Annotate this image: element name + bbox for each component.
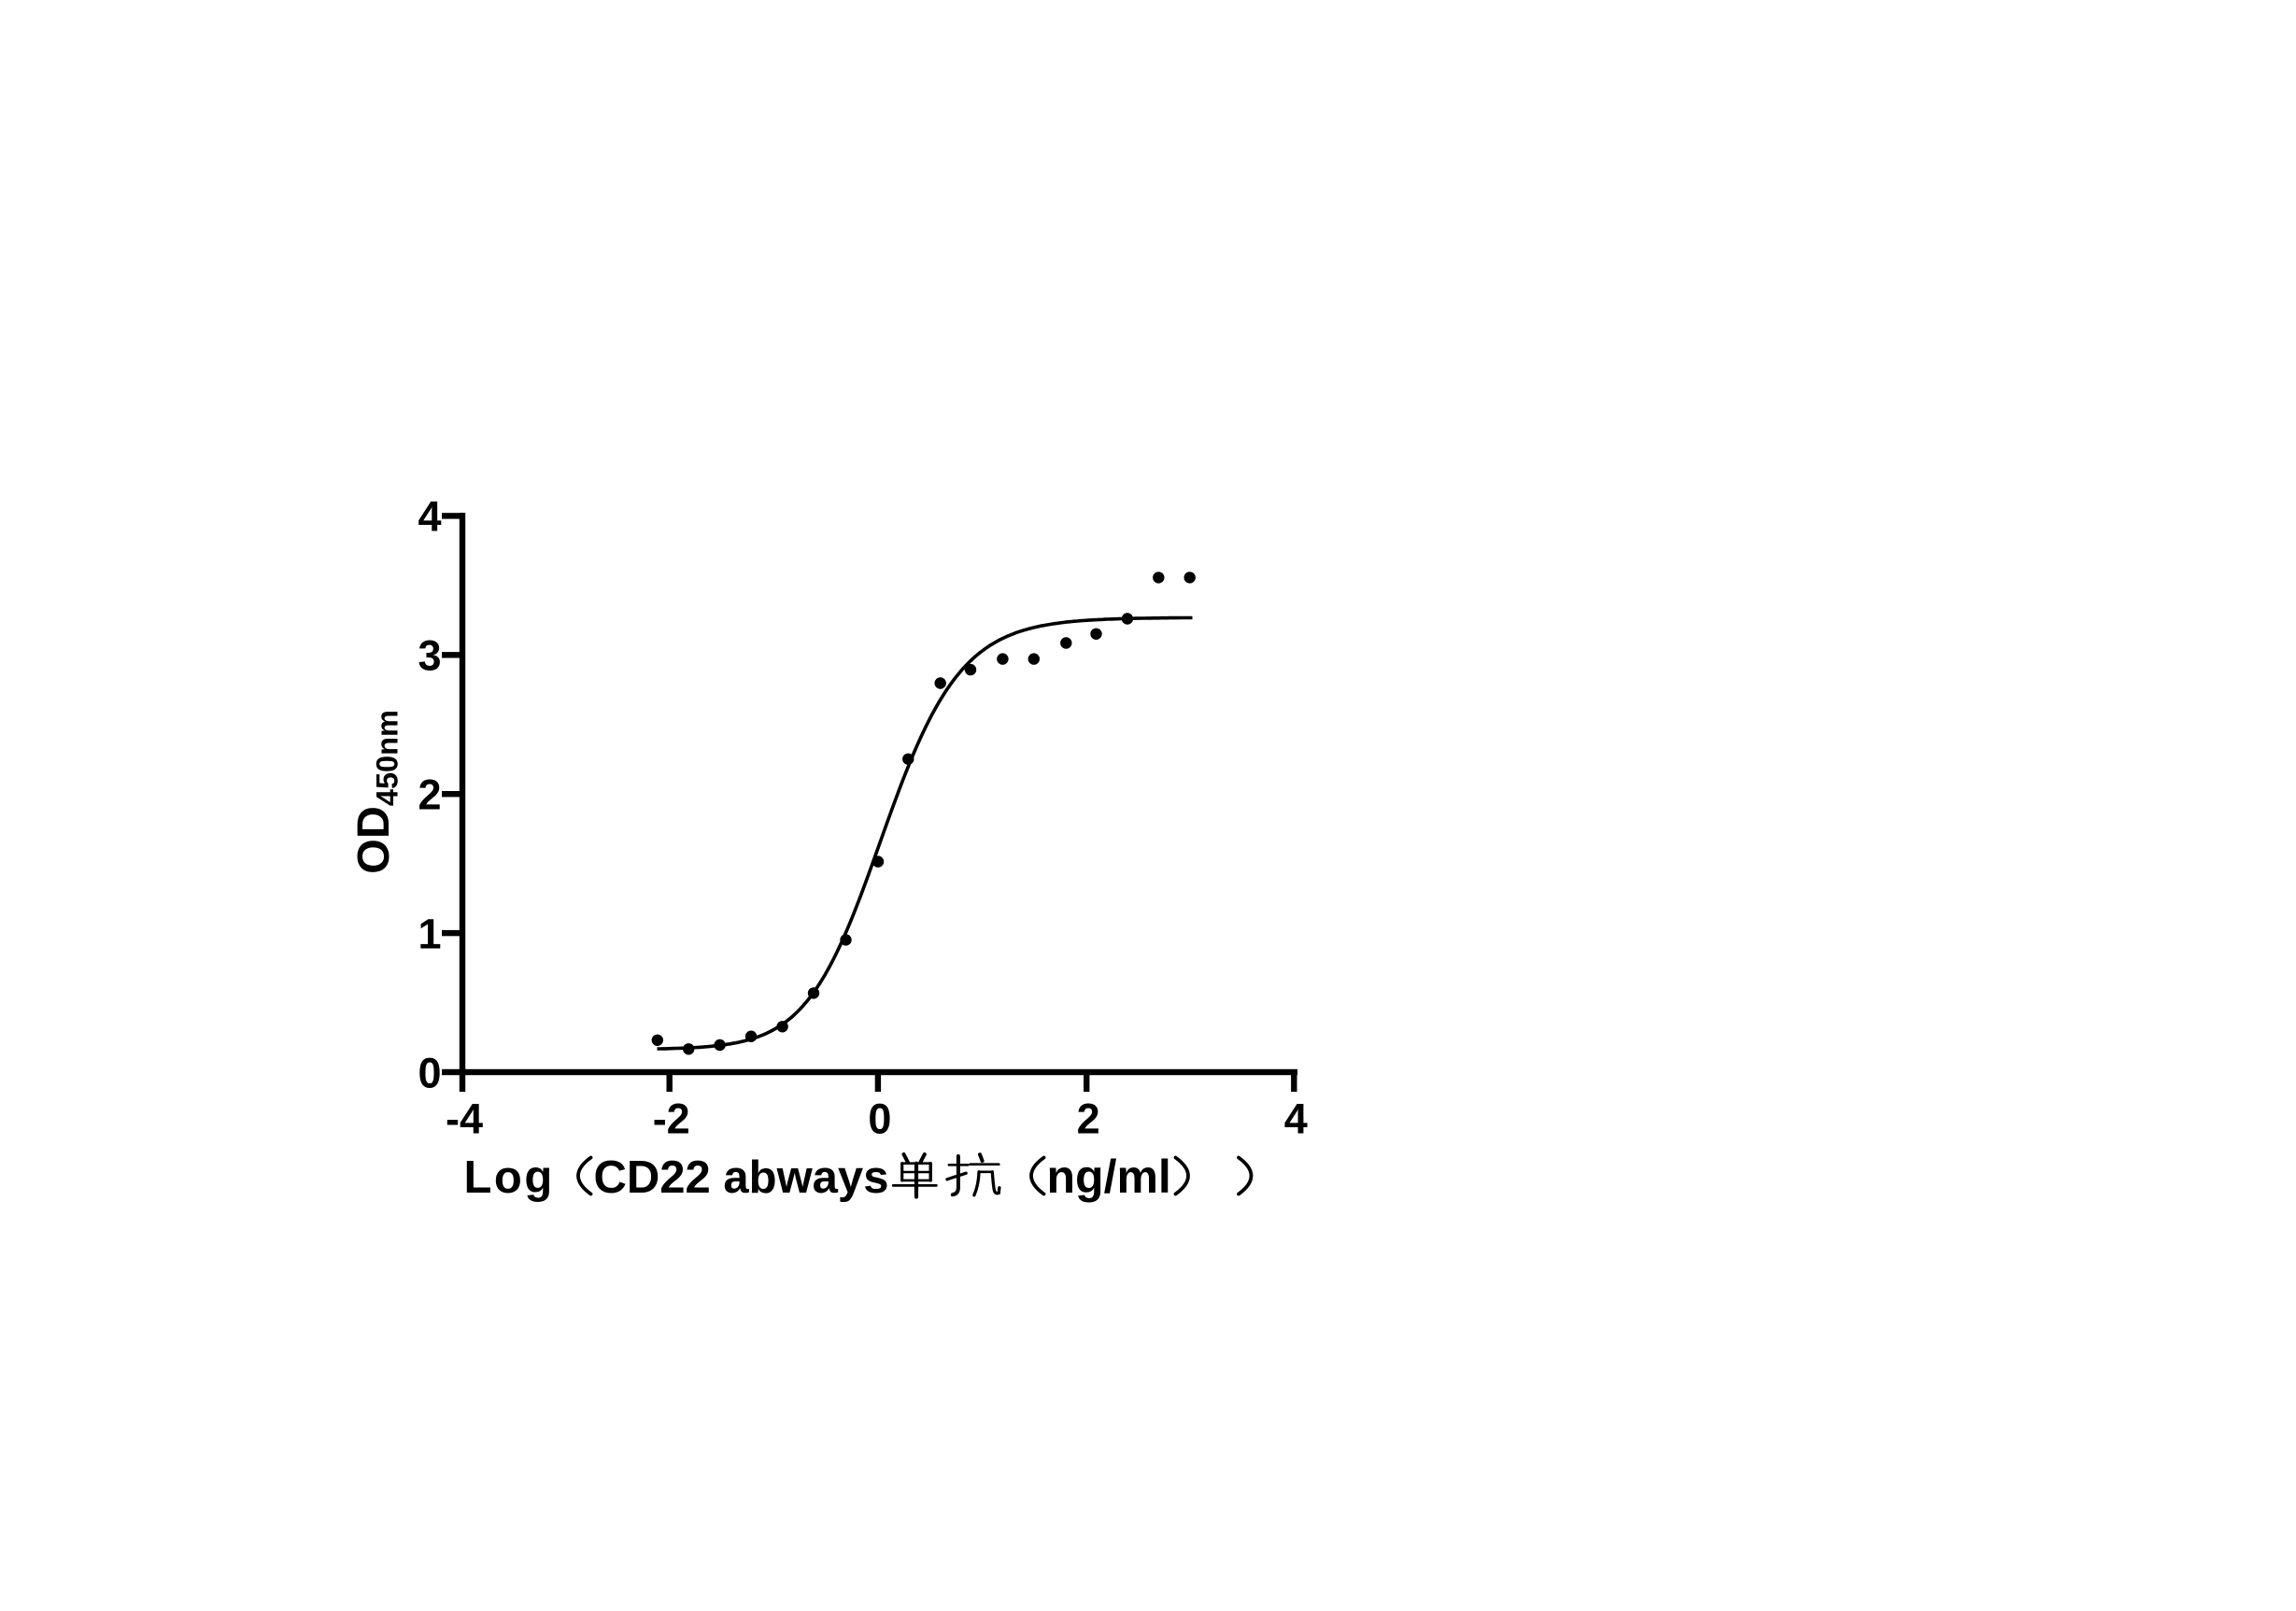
svg-text:-4: -4 bbox=[446, 1095, 483, 1143]
svg-text:4: 4 bbox=[1284, 1095, 1308, 1143]
svg-text:1: 1 bbox=[418, 910, 441, 957]
svg-text:4: 4 bbox=[418, 493, 441, 541]
svg-text:CD22 abways: CD22 abways bbox=[594, 1152, 889, 1203]
svg-text:OD450nm: OD450nm bbox=[348, 710, 404, 874]
svg-text:2: 2 bbox=[418, 771, 441, 819]
svg-text:2: 2 bbox=[1077, 1095, 1100, 1143]
svg-text:-2: -2 bbox=[653, 1095, 690, 1143]
svg-text:0: 0 bbox=[418, 1049, 441, 1096]
svg-text:3: 3 bbox=[418, 632, 441, 680]
svg-text:0: 0 bbox=[868, 1095, 891, 1143]
svg-text:Log: Log bbox=[464, 1152, 555, 1203]
svg-text:ng/ml: ng/ml bbox=[1047, 1151, 1171, 1203]
